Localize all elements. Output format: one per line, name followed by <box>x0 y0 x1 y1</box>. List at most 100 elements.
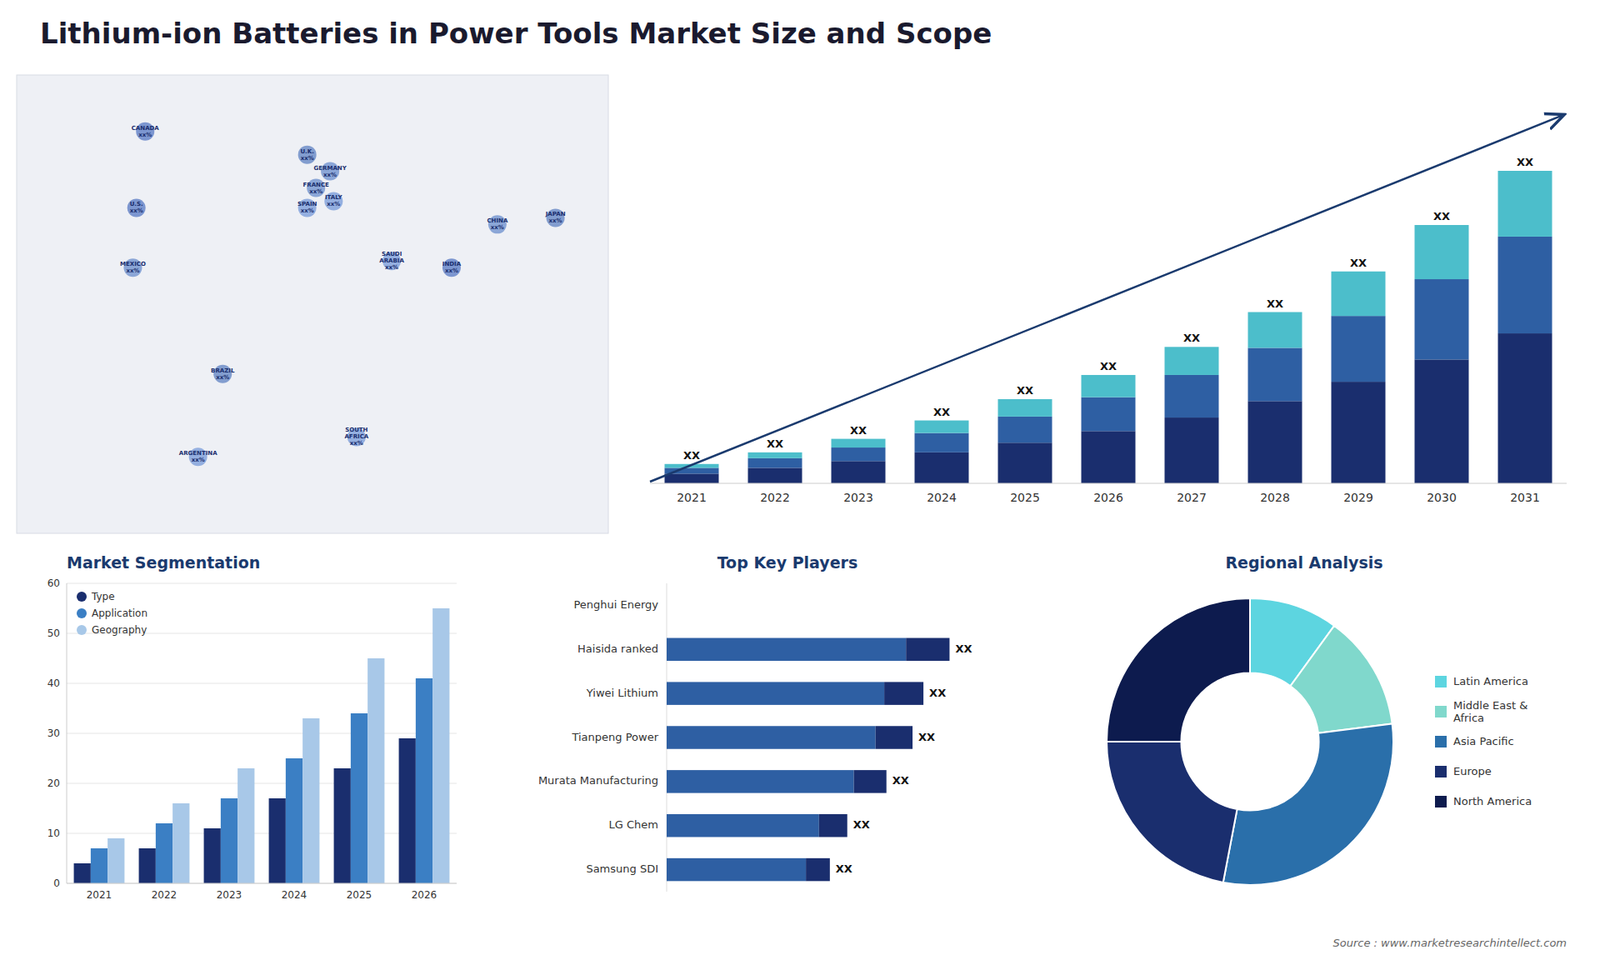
bar <box>237 768 255 884</box>
x-tick-label: 2022 <box>151 889 178 901</box>
x-tick-label: 2021 <box>86 889 113 901</box>
y-tick-label: 40 <box>47 677 60 690</box>
legend-label: Application <box>91 607 148 620</box>
bar <box>302 718 320 884</box>
y-tick-label: Haisida ranked <box>577 642 659 655</box>
bar <box>220 798 238 884</box>
bar-segment <box>1415 225 1470 280</box>
bar <box>139 848 156 884</box>
dashboard: Lithium-ion Batteries in Power Tools Mar… <box>0 0 1600 955</box>
grid-line <box>66 833 457 835</box>
bar-segment <box>666 858 806 881</box>
hbar-chart: Top Key PlayersPenghui EnergyHaisida ran… <box>538 553 973 892</box>
legend-swatch <box>1435 765 1447 778</box>
bar-annotation: XX <box>835 862 853 875</box>
legend-swatch <box>1435 795 1447 808</box>
map-point <box>298 145 317 165</box>
map-labels: CANADAxx%U.S.xx%MEXICOxx%BRAZILxx%ARGENT… <box>120 125 566 465</box>
bar-chart: Market Segmentation010203040506020212022… <box>47 553 457 901</box>
x-tick-label: 2029 <box>1343 490 1374 505</box>
bar-annotation: XX <box>1100 360 1117 373</box>
bar <box>204 828 221 884</box>
bar-segment <box>1331 381 1386 484</box>
bar <box>172 803 190 884</box>
bar-segment <box>831 460 886 484</box>
bar-segment <box>875 725 913 749</box>
legend-swatch <box>1435 675 1447 688</box>
map-frame <box>16 75 609 534</box>
bar-segment <box>998 442 1053 484</box>
bar-annotation: XX <box>929 686 946 700</box>
bar-annotation: XX <box>1016 384 1034 397</box>
y-tick-label: 30 <box>47 727 60 740</box>
bar <box>350 713 368 884</box>
map-point <box>298 198 317 217</box>
bar <box>285 758 303 884</box>
bar-segment <box>666 594 668 617</box>
bar-annotation: XX <box>933 405 950 419</box>
bar-segment <box>1248 312 1303 349</box>
bar-segment <box>819 814 848 837</box>
map-label: ITALYxx% <box>325 194 344 208</box>
bar-annotation: XX <box>683 449 700 462</box>
chart-title: Top Key Players <box>717 553 859 572</box>
bar-segment <box>748 452 803 459</box>
map-label: JAPANxx% <box>545 210 566 225</box>
bar-segment <box>666 770 855 793</box>
bar-segment <box>831 439 886 448</box>
bar-segment <box>1165 375 1220 418</box>
legend-marker <box>76 591 87 602</box>
y-tick-label: LG Chem <box>609 818 659 831</box>
bar-segment <box>998 416 1053 443</box>
y-tick-label: 60 <box>47 577 60 590</box>
trend-arrow <box>650 115 1563 482</box>
bar-segment <box>666 725 876 749</box>
bar-segment <box>1081 430 1136 484</box>
bar-annotation: XX <box>1350 256 1367 270</box>
x-tick-label: 2026 <box>411 889 438 901</box>
x-tick-label: 2028 <box>1260 490 1290 505</box>
bars <box>666 638 950 882</box>
legend-label: Geography <box>91 624 147 636</box>
bar-annotation: XX <box>1266 297 1284 310</box>
bar-annotation: XX <box>892 774 910 787</box>
bar-segment <box>1415 359 1470 484</box>
x-tick-label: 2023 <box>216 889 243 901</box>
legend: Latin AmericaMiddle East &AfricaAsia Pac… <box>1435 675 1532 809</box>
bar <box>155 823 173 884</box>
y-tick-label: Yiwei Lithium <box>585 686 659 700</box>
x-tick-label: 2025 <box>1010 490 1040 505</box>
bar <box>415 678 433 884</box>
y-tick-label: Tianpeng Power <box>570 730 659 744</box>
y-tick-label: Samsung SDI <box>585 862 659 875</box>
bar-annotation: XX <box>955 642 972 655</box>
y-tick-label: 50 <box>47 627 60 640</box>
bar <box>334 768 351 884</box>
grid-line <box>66 883 457 885</box>
map-label: MEXICOxx% <box>120 260 146 275</box>
y-tick-label: 0 <box>53 877 60 890</box>
legend-label: Type <box>90 590 115 603</box>
bar-segment <box>1498 236 1553 334</box>
bar-segment <box>854 770 887 793</box>
donut-slice <box>1223 723 1394 885</box>
x-tick-label: 2026 <box>1093 490 1124 505</box>
bar-segment <box>1081 375 1136 398</box>
bar-segment <box>905 638 950 661</box>
grid-line <box>66 733 457 735</box>
map-label: SAUDIARABIAxx% <box>379 250 405 271</box>
chart-title: Regional Analysis <box>1225 553 1383 572</box>
x-tick-label: 2025 <box>346 889 373 901</box>
bar-segment <box>831 447 886 461</box>
bar-segment <box>915 420 970 434</box>
bar-annotation: XX <box>1433 210 1450 223</box>
x-tick-label: 2023 <box>843 490 874 505</box>
legend-label: Middle East &Africa <box>1453 699 1528 725</box>
map: CANADAxx%U.S.xx%MEXICOxx%BRAZILxx%ARGENT… <box>16 75 609 534</box>
bar <box>399 738 416 884</box>
bar <box>432 608 450 884</box>
x-tick-label: 2027 <box>1176 490 1207 505</box>
bar-segment <box>1165 417 1220 484</box>
legend-swatch <box>1435 705 1447 718</box>
donut-slice <box>1106 741 1238 883</box>
